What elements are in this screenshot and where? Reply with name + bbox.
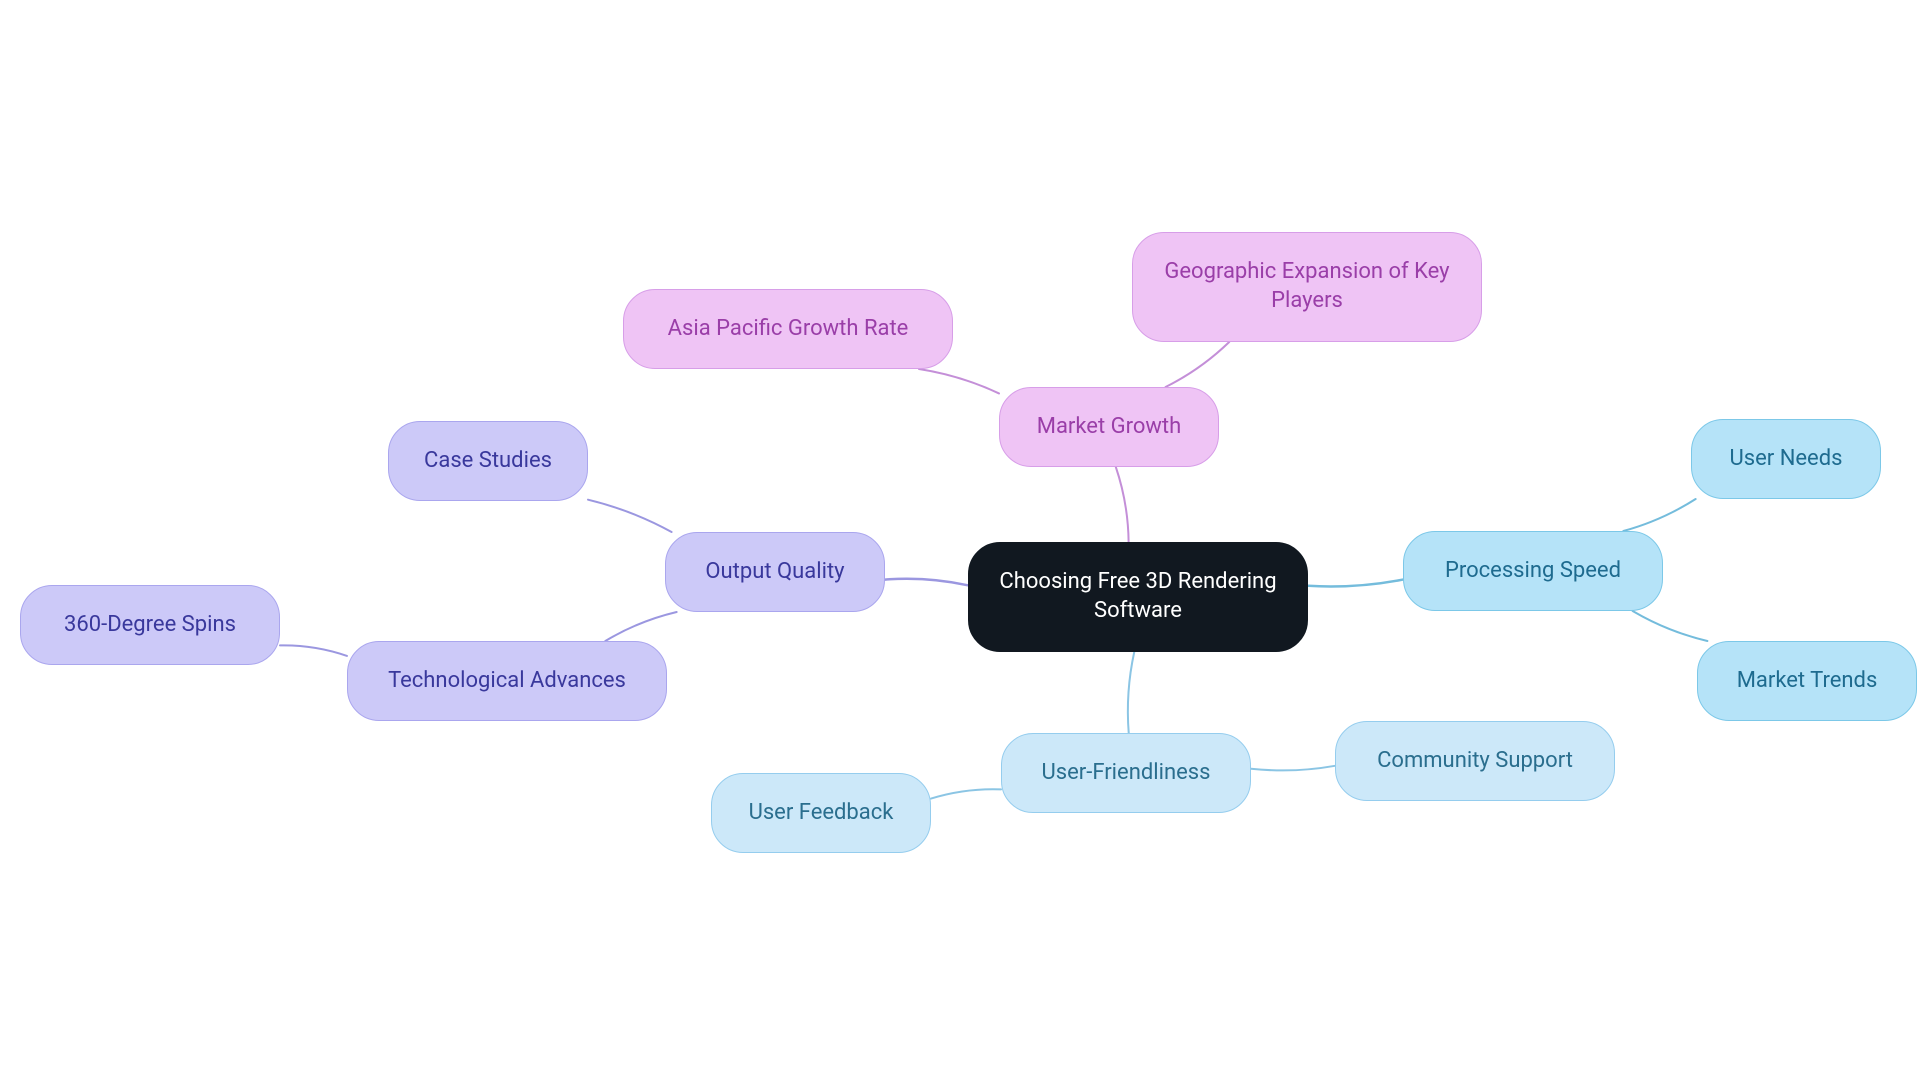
node-friendly: User-Friendliness: [1001, 733, 1251, 813]
node-label: Market Trends: [1737, 667, 1878, 696]
edge: [1251, 766, 1335, 771]
edge: [588, 500, 672, 532]
node-geo: Geographic Expansion of Key Players: [1132, 232, 1482, 342]
edge: [280, 645, 347, 656]
edge: [1128, 652, 1134, 733]
node-asia: Asia Pacific Growth Rate: [623, 289, 953, 369]
edge: [1166, 342, 1230, 387]
node-label: 360-Degree Spins: [64, 611, 236, 640]
node-feedback: User Feedback: [711, 773, 931, 853]
node-label: Geographic Expansion of Key Players: [1164, 258, 1449, 315]
node-spins: 360-Degree Spins: [20, 585, 280, 665]
node-cases: Case Studies: [388, 421, 588, 501]
edge: [931, 789, 1001, 798]
node-needs: User Needs: [1691, 419, 1881, 499]
node-trends: Market Trends: [1697, 641, 1917, 721]
node-label: Choosing Free 3D Rendering Software: [999, 568, 1276, 625]
node-label: Case Studies: [424, 447, 552, 476]
mindmap-canvas: Choosing Free 3D Rendering Software Marke…: [0, 0, 1920, 1083]
node-speed: Processing Speed: [1403, 531, 1663, 611]
edge: [885, 579, 968, 586]
edge: [1116, 467, 1129, 542]
node-label: Community Support: [1377, 747, 1573, 776]
node-mkt: Market Growth: [999, 387, 1219, 467]
node-label: Technological Advances: [388, 667, 626, 696]
node-label: User Feedback: [749, 799, 894, 828]
node-label: User-Friendliness: [1042, 759, 1211, 788]
node-label: Processing Speed: [1445, 557, 1621, 586]
edge: [919, 369, 999, 393]
node-root: Choosing Free 3D Rendering Software: [968, 542, 1308, 652]
node-label: User Needs: [1730, 445, 1843, 474]
node-comm: Community Support: [1335, 721, 1615, 801]
edge: [1623, 499, 1695, 531]
edge: [1633, 611, 1708, 641]
node-label: Output Quality: [705, 558, 844, 587]
node-label: Market Growth: [1037, 413, 1182, 442]
node-label: Asia Pacific Growth Rate: [668, 315, 909, 344]
node-out: Output Quality: [665, 532, 885, 612]
edge: [605, 612, 676, 641]
node-tech: Technological Advances: [347, 641, 667, 721]
edge: [1308, 580, 1403, 587]
